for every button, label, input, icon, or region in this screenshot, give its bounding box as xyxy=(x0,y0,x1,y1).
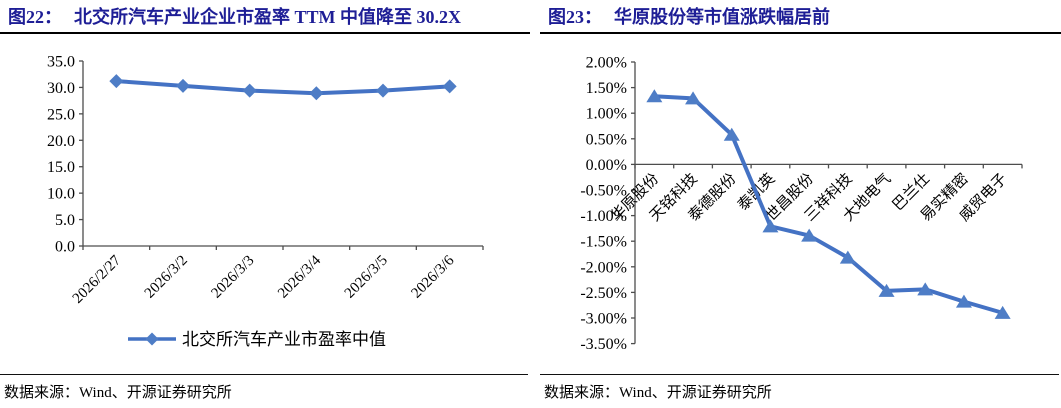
y-tick-label: 1.50% xyxy=(586,80,627,97)
pe-ttm-median-line-chart: 0.0 5.0 10.0 15.0 20.0 25.0 30.0 35.0 2026/2/27 2… xyxy=(47,54,484,349)
x-category-label: 2026/3/5 xyxy=(342,253,391,302)
y-tick-label: -3.50% xyxy=(580,336,627,353)
triangle-data-marker xyxy=(801,228,818,242)
figure-title: 图22： 北交所汽车产业企业市盈率 TTM 中值降至 30.2X xyxy=(0,0,530,34)
y-tick-label: -0.50% xyxy=(580,183,627,200)
x-category-label: 2026/3/4 xyxy=(275,252,324,301)
y-tick-label: 30.0 xyxy=(47,80,75,97)
figure-title: 图23： 华原股份等市值涨跌幅居前 xyxy=(540,0,1061,34)
figure-title-text: 华原股份等市值涨跌幅居前 xyxy=(614,7,830,27)
diamond-data-marker xyxy=(442,79,457,94)
data-source: 数据来源：Wind、开源证券研究所 xyxy=(540,374,1059,402)
y-tick-label: -3.00% xyxy=(580,311,627,328)
series-line xyxy=(114,79,452,96)
triangle-data-marker xyxy=(839,250,856,264)
y-tick-label: -2.00% xyxy=(580,259,627,276)
triangle-data-marker xyxy=(955,294,972,308)
y-tick-label: 1.00% xyxy=(586,106,627,123)
triangle-data-marker xyxy=(878,283,895,297)
y-tick-label: -1.00% xyxy=(580,208,627,225)
diamond-data-marker xyxy=(109,74,124,89)
y-tick-label: 15.0 xyxy=(47,159,75,176)
y-tick-label: 10.0 xyxy=(47,186,75,203)
y-tick-label: 2.00% xyxy=(586,55,627,72)
x-category-label: 2026/3/3 xyxy=(208,253,257,302)
triangle-data-marker xyxy=(994,305,1011,319)
y-tick-label: 5.0 xyxy=(55,212,75,229)
y-tick-label: 0.50% xyxy=(586,131,627,148)
triangle-data-marker xyxy=(685,91,702,105)
data-source-text: 数据来源：Wind、开源证券研究所 xyxy=(544,385,772,401)
data-source: 数据来源：Wind、开源证券研究所 xyxy=(0,374,528,402)
series-line xyxy=(652,94,1005,315)
figure-23-market-cap-change: 图23： 华原股份等市值涨跌幅居前 -3.50% -3.00% -2.50% -2.0… xyxy=(540,0,1061,408)
diamond-data-marker xyxy=(176,78,190,93)
diamond-data-marker xyxy=(309,86,324,101)
legend-label: 北交所汽车产业市盈率中值 xyxy=(182,330,386,349)
figure-title-text: 北交所汽车产业企业市盈率 TTM 中值降至 30.2X xyxy=(74,7,461,27)
x-category-label: 2026/3/2 xyxy=(142,253,191,302)
figure-22-pe-ttm: 图22： 北交所汽车产业企业市盈率 TTM 中值降至 30.2X 0.0 5.0 1… xyxy=(0,0,530,408)
y-tick-label: 25.0 xyxy=(47,106,75,123)
data-source-text: 数据来源：Wind、开源证券研究所 xyxy=(4,385,232,401)
y-tick-label: 0.00% xyxy=(586,157,627,174)
triangle-data-marker xyxy=(762,219,779,233)
legend-diamond-marker xyxy=(145,332,159,346)
y-tick-label: -2.50% xyxy=(580,285,627,302)
y-tick-label: 20.0 xyxy=(47,133,75,150)
triangle-data-marker xyxy=(646,89,663,103)
triangle-data-marker xyxy=(723,127,740,141)
diamond-data-marker xyxy=(376,83,390,98)
y-tick-label: 35.0 xyxy=(47,54,75,71)
figure-tag: 图22： xyxy=(8,7,62,27)
diamond-data-marker xyxy=(242,83,257,98)
y-tick-label: -1.50% xyxy=(580,234,627,251)
figure-tag: 图23： xyxy=(548,7,602,27)
y-tick-label: 0.0 xyxy=(55,239,75,256)
x-category-label: 2026/3/6 xyxy=(408,252,457,301)
x-category-label: 2026/2/27 xyxy=(70,252,125,307)
market-cap-change-line-chart: -3.50% -3.00% -2.50% -2.00% -1.50% -1.00% -0.5… xyxy=(580,55,1023,353)
triangle-data-marker xyxy=(917,282,934,296)
